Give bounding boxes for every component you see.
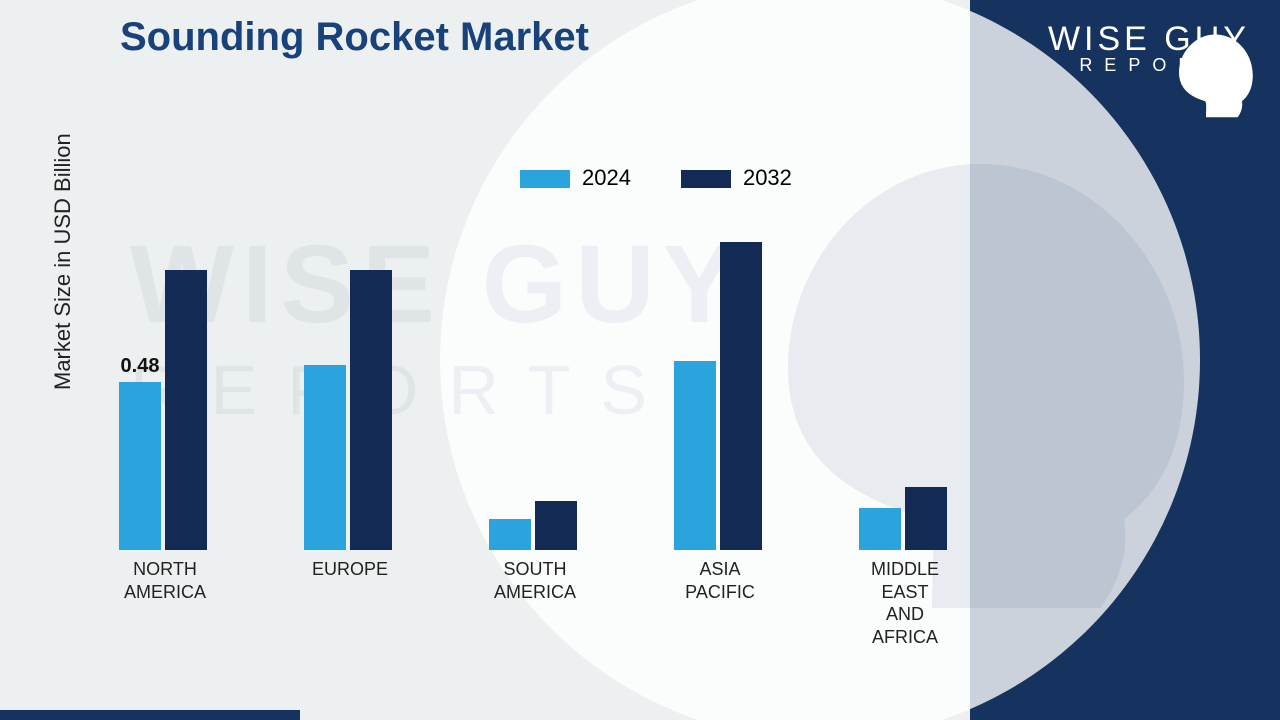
category-label: EUROPE (280, 558, 420, 581)
legend-swatch-2024 (520, 170, 570, 188)
legend-swatch-2032 (681, 170, 731, 188)
legend-item-2024: 2024 (520, 165, 631, 191)
legend-label-2032: 2032 (743, 165, 792, 190)
bar-2024 (304, 365, 346, 551)
brand-logo: WISE GUY REPORTS (1048, 20, 1250, 76)
bar-2024 (859, 508, 901, 550)
legend-label-2024: 2024 (582, 165, 631, 190)
category-label: NORTHAMERICA (95, 558, 235, 603)
footer-bar (0, 710, 300, 720)
y-axis-label: Market Size in USD Billion (50, 133, 76, 390)
category-label: MIDDLEEASTANDAFRICA (835, 558, 975, 648)
bar-2032 (535, 501, 577, 550)
bar-value-label: 0.48 (110, 355, 170, 378)
bar-2024 (674, 361, 716, 550)
bar-2032 (720, 242, 762, 550)
bar-2032 (905, 487, 947, 550)
legend-item-2032: 2032 (681, 165, 792, 191)
bar-2032 (350, 270, 392, 550)
bar-2024 (119, 382, 161, 550)
plot-area: 0.48 (105, 200, 965, 550)
legend: 2024 2032 (520, 165, 792, 191)
bar-2024 (489, 519, 531, 551)
bar-2032 (165, 270, 207, 550)
category-label: ASIAPACIFIC (650, 558, 790, 603)
brand-head-icon (1170, 30, 1260, 120)
category-label: SOUTHAMERICA (465, 558, 605, 603)
chart-title: Sounding Rocket Market (120, 15, 589, 60)
